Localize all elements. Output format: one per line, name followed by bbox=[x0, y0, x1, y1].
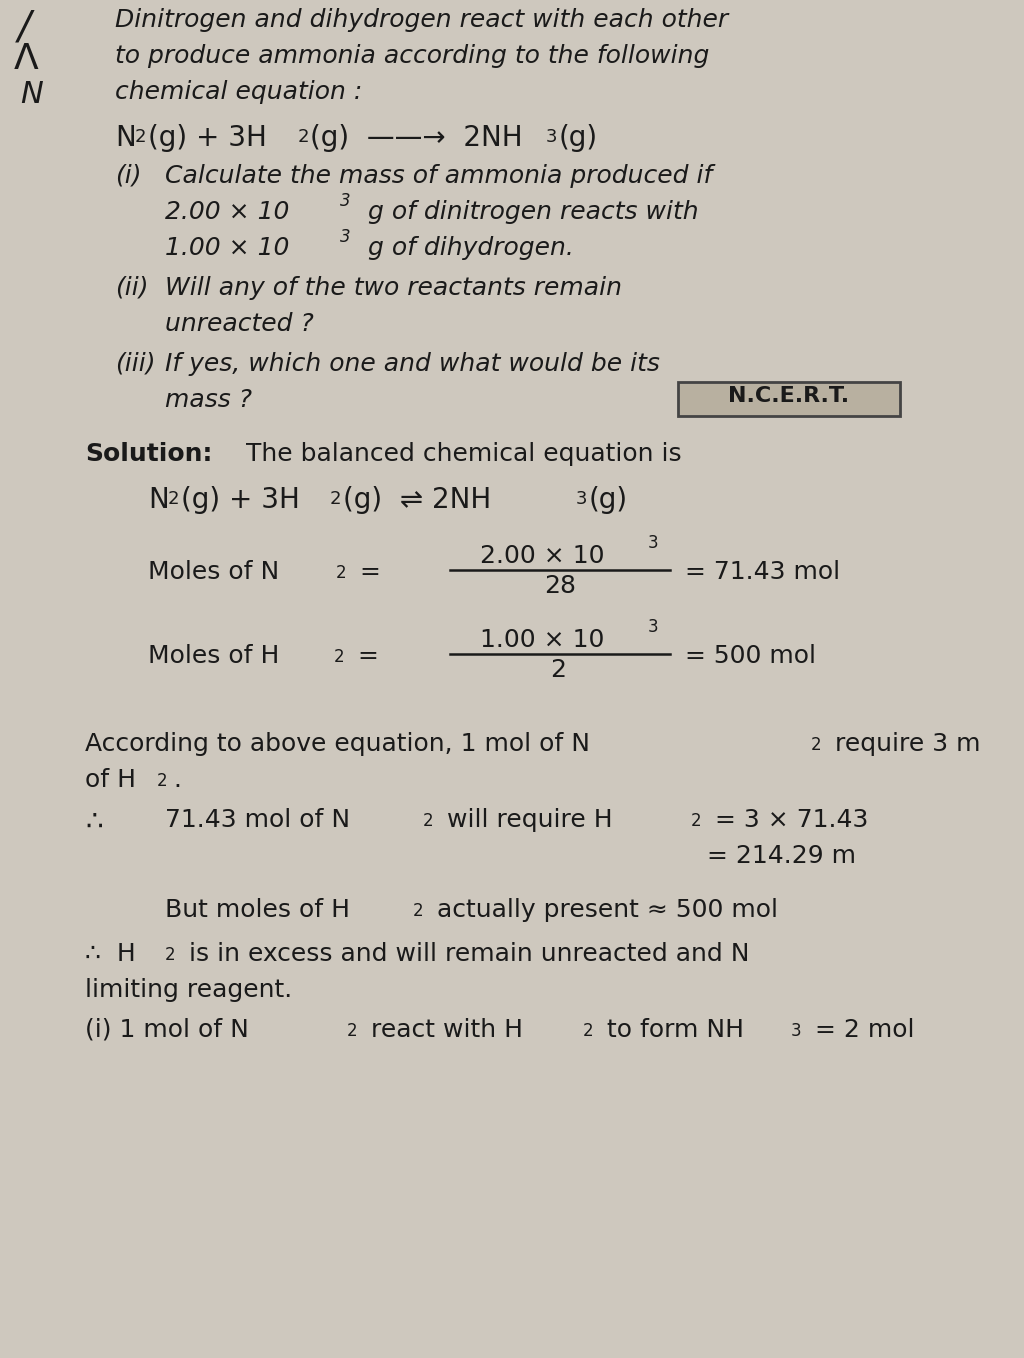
Text: .: . bbox=[173, 769, 181, 792]
Text: N: N bbox=[148, 486, 169, 513]
Text: 2: 2 bbox=[135, 128, 146, 147]
Text: N: N bbox=[20, 80, 43, 109]
Text: 3: 3 bbox=[546, 128, 557, 147]
Text: (iii): (iii) bbox=[115, 352, 156, 376]
Text: actually present ≈ 500 mol: actually present ≈ 500 mol bbox=[429, 898, 778, 922]
Text: (g) + 3H: (g) + 3H bbox=[181, 486, 300, 513]
Text: 2: 2 bbox=[157, 771, 168, 790]
Text: 2: 2 bbox=[811, 736, 821, 754]
Text: Will any of the two reactants remain: Will any of the two reactants remain bbox=[165, 276, 622, 300]
Text: =: = bbox=[350, 644, 379, 668]
Text: will require H: will require H bbox=[439, 808, 612, 832]
Text: 3: 3 bbox=[648, 618, 658, 636]
Text: react with H: react with H bbox=[362, 1018, 523, 1042]
Text: to produce ammonia according to the following: to produce ammonia according to the foll… bbox=[115, 43, 710, 68]
FancyBboxPatch shape bbox=[678, 382, 900, 416]
Text: 3: 3 bbox=[340, 228, 350, 246]
Text: Dinitrogen and dihydrogen react with each other: Dinitrogen and dihydrogen react with eac… bbox=[115, 8, 728, 33]
Text: 2: 2 bbox=[583, 1023, 594, 1040]
Text: limiting reagent.: limiting reagent. bbox=[85, 978, 292, 1002]
Text: 2: 2 bbox=[347, 1023, 357, 1040]
Text: /: / bbox=[18, 8, 31, 46]
Text: 2: 2 bbox=[298, 128, 309, 147]
Text: 1.00 × 10: 1.00 × 10 bbox=[480, 627, 604, 652]
Text: ∴: ∴ bbox=[85, 808, 102, 837]
Text: But moles of H: But moles of H bbox=[165, 898, 350, 922]
Text: N.C.E.R.T.: N.C.E.R.T. bbox=[728, 386, 850, 406]
Text: N: N bbox=[115, 124, 136, 152]
Text: g of dinitrogen reacts with: g of dinitrogen reacts with bbox=[360, 200, 698, 224]
Text: Moles of H: Moles of H bbox=[148, 644, 280, 668]
Text: 2: 2 bbox=[691, 812, 701, 830]
Text: 2: 2 bbox=[336, 564, 347, 583]
Text: Solution:: Solution: bbox=[85, 441, 212, 466]
Text: 2: 2 bbox=[550, 659, 566, 682]
Text: =: = bbox=[352, 559, 381, 584]
Text: (i): (i) bbox=[115, 164, 141, 187]
Text: (ii): (ii) bbox=[115, 276, 148, 300]
Text: mass ?: mass ? bbox=[165, 388, 252, 411]
Text: Moles of N: Moles of N bbox=[148, 559, 280, 584]
Text: According to above equation, 1 mol of N: According to above equation, 1 mol of N bbox=[85, 732, 590, 756]
Text: 3: 3 bbox=[791, 1023, 802, 1040]
Text: 3: 3 bbox=[648, 534, 658, 551]
Text: 2.00 × 10: 2.00 × 10 bbox=[165, 200, 290, 224]
Text: = 2 mol: = 2 mol bbox=[807, 1018, 914, 1042]
Text: 3: 3 bbox=[575, 490, 588, 508]
Text: 1.00 × 10: 1.00 × 10 bbox=[165, 236, 290, 259]
Text: unreacted ?: unreacted ? bbox=[165, 312, 313, 335]
Text: (g) + 3H: (g) + 3H bbox=[148, 124, 267, 152]
Text: 28: 28 bbox=[544, 574, 575, 598]
Text: (g)  ——→  2NH: (g) ——→ 2NH bbox=[310, 124, 522, 152]
Text: (g): (g) bbox=[589, 486, 628, 513]
Text: g of dihydrogen.: g of dihydrogen. bbox=[360, 236, 573, 259]
Text: 2: 2 bbox=[168, 490, 179, 508]
Text: chemical equation :: chemical equation : bbox=[115, 80, 362, 105]
Text: (i) 1 mol of N: (i) 1 mol of N bbox=[85, 1018, 249, 1042]
Text: 3: 3 bbox=[340, 191, 350, 210]
Text: (g): (g) bbox=[559, 124, 598, 152]
Text: Calculate the mass of ammonia produced if: Calculate the mass of ammonia produced i… bbox=[165, 164, 713, 187]
Text: = 3 × 71.43: = 3 × 71.43 bbox=[707, 808, 868, 832]
Text: ∴  H: ∴ H bbox=[85, 942, 136, 966]
Text: 2: 2 bbox=[330, 490, 341, 508]
Text: 2: 2 bbox=[413, 902, 424, 919]
Text: to form NH: to form NH bbox=[599, 1018, 744, 1042]
Text: The balanced chemical equation is: The balanced chemical equation is bbox=[238, 441, 682, 466]
Text: = 500 mol: = 500 mol bbox=[685, 644, 816, 668]
Text: Λ: Λ bbox=[14, 42, 39, 76]
Text: 2: 2 bbox=[334, 648, 345, 665]
Text: of H: of H bbox=[85, 769, 136, 792]
Text: is in excess and will remain unreacted and N: is in excess and will remain unreacted a… bbox=[181, 942, 750, 966]
Text: 2: 2 bbox=[423, 812, 433, 830]
Text: 2.00 × 10: 2.00 × 10 bbox=[480, 545, 604, 568]
Text: require 3 m: require 3 m bbox=[827, 732, 981, 756]
Text: 2: 2 bbox=[165, 947, 176, 964]
Text: = 214.29 m: = 214.29 m bbox=[707, 845, 861, 868]
Text: If yes, which one and what would be its: If yes, which one and what would be its bbox=[165, 352, 659, 376]
Text: 71.43 mol of N: 71.43 mol of N bbox=[165, 808, 350, 832]
Text: = 71.43 mol: = 71.43 mol bbox=[685, 559, 840, 584]
Text: (g)  ⇌ 2NH: (g) ⇌ 2NH bbox=[343, 486, 492, 513]
